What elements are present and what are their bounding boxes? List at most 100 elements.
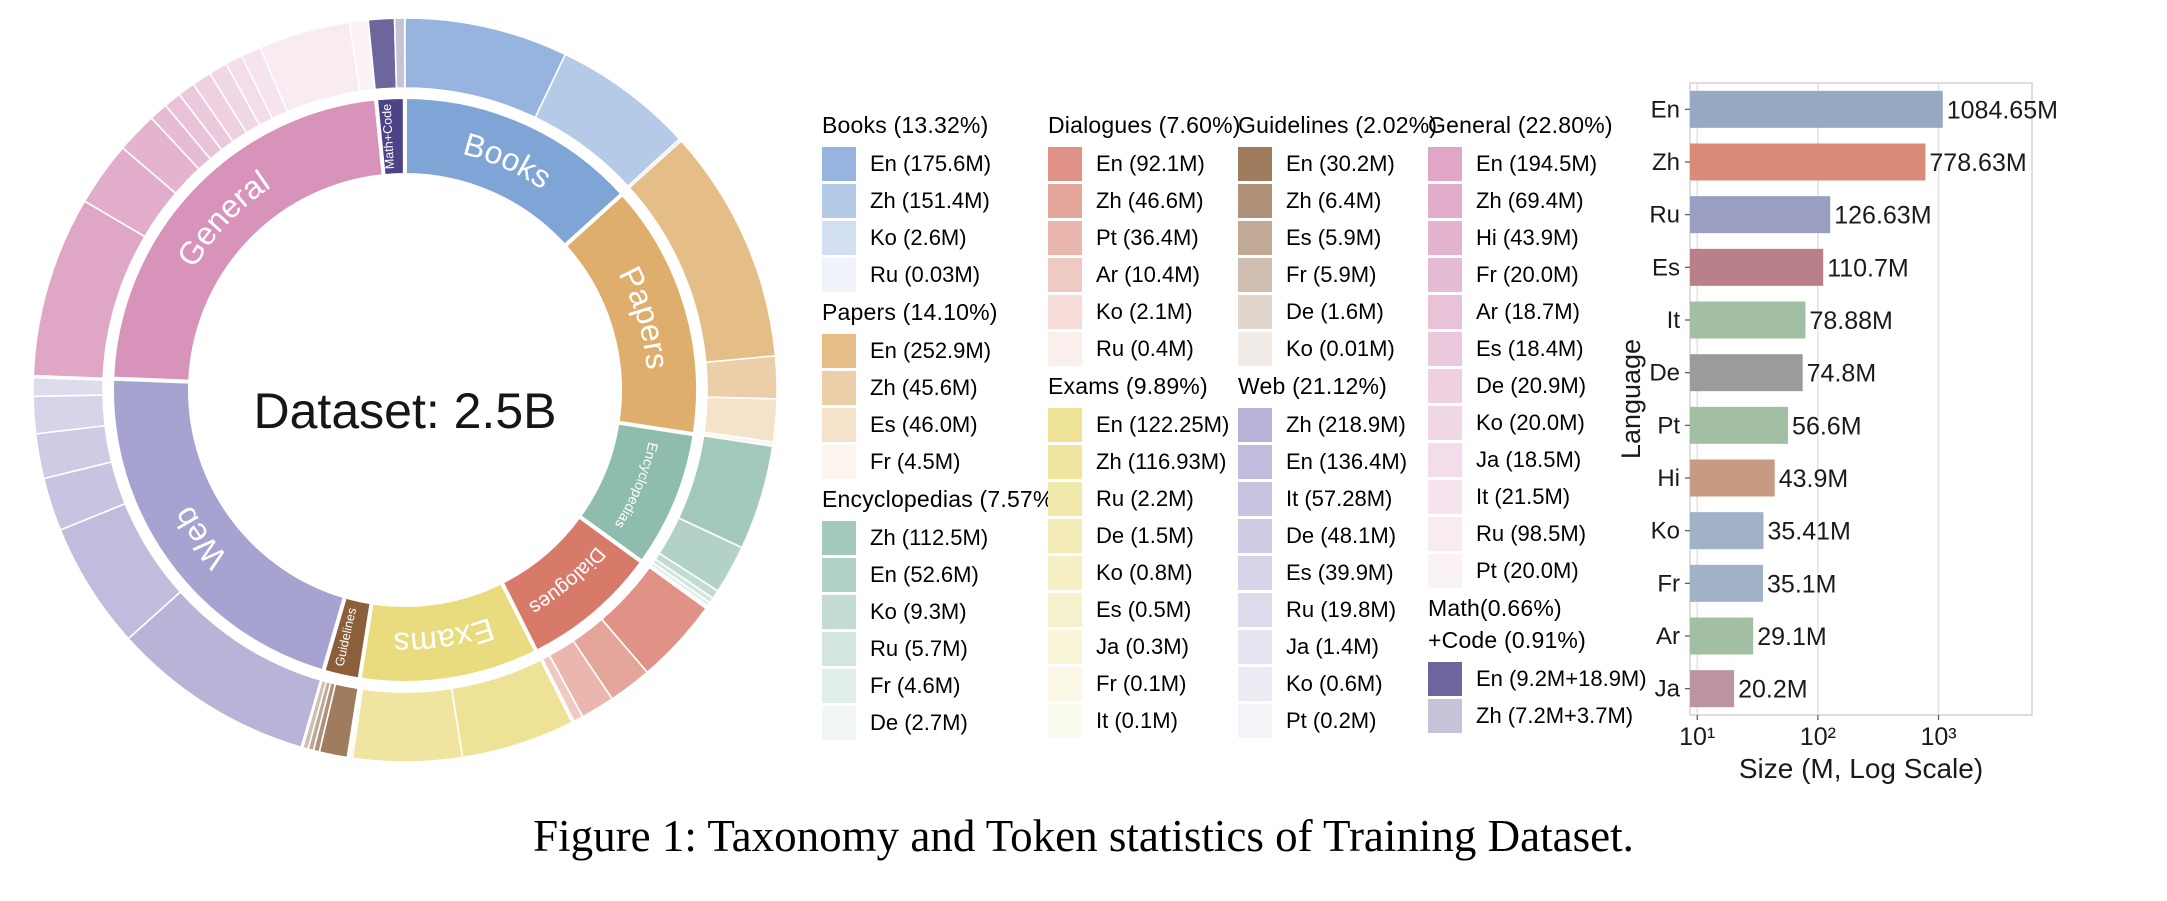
bar-value-label-ja: 20.2M xyxy=(1738,676,1807,704)
donut-outer-arc-papers-zh xyxy=(704,354,778,400)
legend-item-general-en: En (194.5M) xyxy=(1428,145,1647,182)
donut-category-label-math-code: Math+Code xyxy=(380,103,397,169)
legend-item-label: Pt (0.2M) xyxy=(1286,707,1377,733)
legend-swatch-books-en xyxy=(822,146,856,181)
legend-item-label: Zh (112.5M) xyxy=(870,524,989,550)
legend-item-label: Ru (98.5M) xyxy=(1476,520,1587,546)
legend-item-label: Fr (0.1M) xyxy=(1096,670,1187,696)
legend-item-papers-es: Es (46.0M) xyxy=(822,406,1061,443)
legend-swatch-exams-de xyxy=(1048,518,1082,553)
legend-item-label: Ja (1.4M) xyxy=(1286,633,1379,659)
legend-item-encyclopedias-ru: Ru (5.7M) xyxy=(822,630,1061,667)
bar-de xyxy=(1690,354,1803,392)
legend-item-label: Ar (10.4M) xyxy=(1096,261,1200,287)
legend-title-line: +Code (0.91%) xyxy=(1428,627,1586,653)
legend-item-label: Pt (20.0M) xyxy=(1476,557,1579,583)
legend-item-label: De (20.9M) xyxy=(1476,372,1587,398)
legend-item-label: Fr (4.5M) xyxy=(870,448,961,474)
legend-item-general-ar: Ar (18.7M) xyxy=(1428,293,1647,330)
y-tick-label-ru: Ru xyxy=(1649,202,1680,229)
bar-fr xyxy=(1690,564,1764,602)
y-tick-label-pt: Pt xyxy=(1657,412,1680,439)
legend-item-label: Pt (36.4M) xyxy=(1096,224,1199,250)
legend-group-dialogues: Dialogues (7.60%) En (92.1M) Zh (46.6M) Pt … xyxy=(1048,106,1241,367)
legend-swatch-general-pt xyxy=(1428,553,1462,588)
legend-swatch-papers-zh xyxy=(822,370,856,405)
y-tick-label-hi: Hi xyxy=(1657,465,1680,492)
bar-es xyxy=(1690,248,1824,286)
legend-swatch-web-de xyxy=(1238,518,1272,553)
bar-ja xyxy=(1690,670,1735,708)
legend-item-label: Ko (2.1M) xyxy=(1096,298,1193,324)
legend-item-guidelines-en: En (30.2M) xyxy=(1238,145,1437,182)
legend-item-label: Ko (20.0M) xyxy=(1476,409,1585,435)
legend-item-math-code-zh: Zh (7.2M+3.7M) xyxy=(1428,697,1647,734)
y-tick-label-ko: Ko xyxy=(1651,518,1680,545)
bar-value-label-hi: 43.9M xyxy=(1779,465,1848,493)
bar-chart: 1084.65M 778.63M 126.63M 110.7M 78.88M 74.8M 5… xyxy=(1620,82,2058,784)
legend-item-guidelines-de: De (1.6M) xyxy=(1238,293,1437,330)
legend-item-web-en: En (136.4M) xyxy=(1238,443,1437,480)
legend-item-label: Zh (45.6M) xyxy=(870,374,978,400)
legend-item-general-zh: Zh (69.4M) xyxy=(1428,182,1647,219)
legend-item-label: En (252.9M) xyxy=(870,337,992,363)
legend-column-1: Books (13.32%) En (175.6M) Zh (151.4M) Ko (… xyxy=(822,106,1061,741)
legend-swatch-dialogues-zh xyxy=(1048,183,1082,218)
legend-item-exams-it: It (0.1M) xyxy=(1048,702,1241,739)
legend-swatch-exams-ja xyxy=(1048,629,1082,664)
legend-item-label: Zh (6.4M) xyxy=(1286,187,1382,213)
legend-swatch-exams-zh xyxy=(1048,444,1082,479)
legend-swatch-papers-fr xyxy=(822,444,856,479)
legend-item-exams-en: En (122.25M) xyxy=(1048,406,1241,443)
legend-swatch-general-hi xyxy=(1428,220,1462,255)
legend-item-label: Ar (18.7M) xyxy=(1476,298,1580,324)
bar-value-label-pt: 56.6M xyxy=(1792,412,1861,440)
sunburst-chart: BooksPapersEncyclopediasDialoguesExamsGu… xyxy=(32,17,778,763)
bar-value-label-zh: 778.63M xyxy=(1929,149,2026,177)
legend-swatch-math-code-en xyxy=(1428,661,1462,696)
bar-value-label-ko: 35.41M xyxy=(1767,518,1850,546)
legend-item-label: Ko (2.6M) xyxy=(870,224,967,250)
legend-group-guidelines: Guidelines (2.02%) En (30.2M) Zh (6.4M) Es … xyxy=(1238,106,1437,367)
bar-pt xyxy=(1690,406,1789,444)
legend-item-exams-de: De (1.5M) xyxy=(1048,517,1241,554)
legend-column-2: Dialogues (7.60%) En (92.1M) Zh (46.6M) Pt … xyxy=(1048,106,1241,739)
legend-item-label: En (194.5M) xyxy=(1476,150,1598,176)
legend-group-title-guidelines: Guidelines (2.02%) xyxy=(1238,112,1438,138)
legend-swatch-exams-ko xyxy=(1048,555,1082,590)
legend-item-encyclopedias-de: De (2.7M) xyxy=(822,704,1061,741)
legend-swatch-web-ja xyxy=(1238,629,1272,664)
legend-item-guidelines-fr: Fr (5.9M) xyxy=(1238,256,1437,293)
legend-swatch-exams-it xyxy=(1048,703,1082,738)
legend-item-label: Ja (0.3M) xyxy=(1096,633,1189,659)
donut-arc-math-code xyxy=(373,94,407,179)
legend-group-math-code: Math(0.66%) +Code (0.91%) En (9.2M+18.9M) Z… xyxy=(1428,589,1647,734)
legend-swatch-exams-ru xyxy=(1048,481,1082,516)
legend-item-label: Hi (43.9M) xyxy=(1476,224,1579,250)
legend-item-label: Ru (0.03M) xyxy=(870,261,981,287)
legend-item-label: En (30.2M) xyxy=(1286,150,1395,176)
legend-item-label: Ko (0.01M) xyxy=(1286,335,1395,361)
y-tick-label-ja: Ja xyxy=(1655,676,1681,703)
sunburst-arcs xyxy=(32,17,778,763)
bar-ru xyxy=(1690,196,1831,234)
legend-swatch-dialogues-ar xyxy=(1048,257,1082,292)
bar-hi xyxy=(1690,459,1775,497)
legend-swatch-guidelines-de xyxy=(1238,294,1272,329)
legend-swatch-guidelines-zh xyxy=(1238,183,1272,218)
x-tick-label: 10² xyxy=(1800,723,1836,751)
legend-item-guidelines-es: Es (5.9M) xyxy=(1238,219,1437,256)
legend-swatch-encyclopedias-ru xyxy=(822,631,856,666)
legend-item-web-zh: Zh (218.9M) xyxy=(1238,406,1437,443)
bar-ar xyxy=(1690,617,1754,655)
legend-item-books-en: En (175.6M) xyxy=(822,145,1061,182)
legend-swatch-general-de xyxy=(1428,368,1462,403)
legend-swatch-books-ru xyxy=(822,257,856,292)
legend-swatch-general-en xyxy=(1428,146,1462,181)
legend-item-label: Es (18.4M) xyxy=(1476,335,1584,361)
legend-swatch-general-es xyxy=(1428,331,1462,366)
legend-item-label: En (136.4M) xyxy=(1286,448,1408,474)
legend-swatch-web-en xyxy=(1238,444,1272,479)
y-tick-label-en: En xyxy=(1651,96,1680,123)
legend-item-label: Zh (7.2M+3.7M) xyxy=(1476,702,1634,728)
